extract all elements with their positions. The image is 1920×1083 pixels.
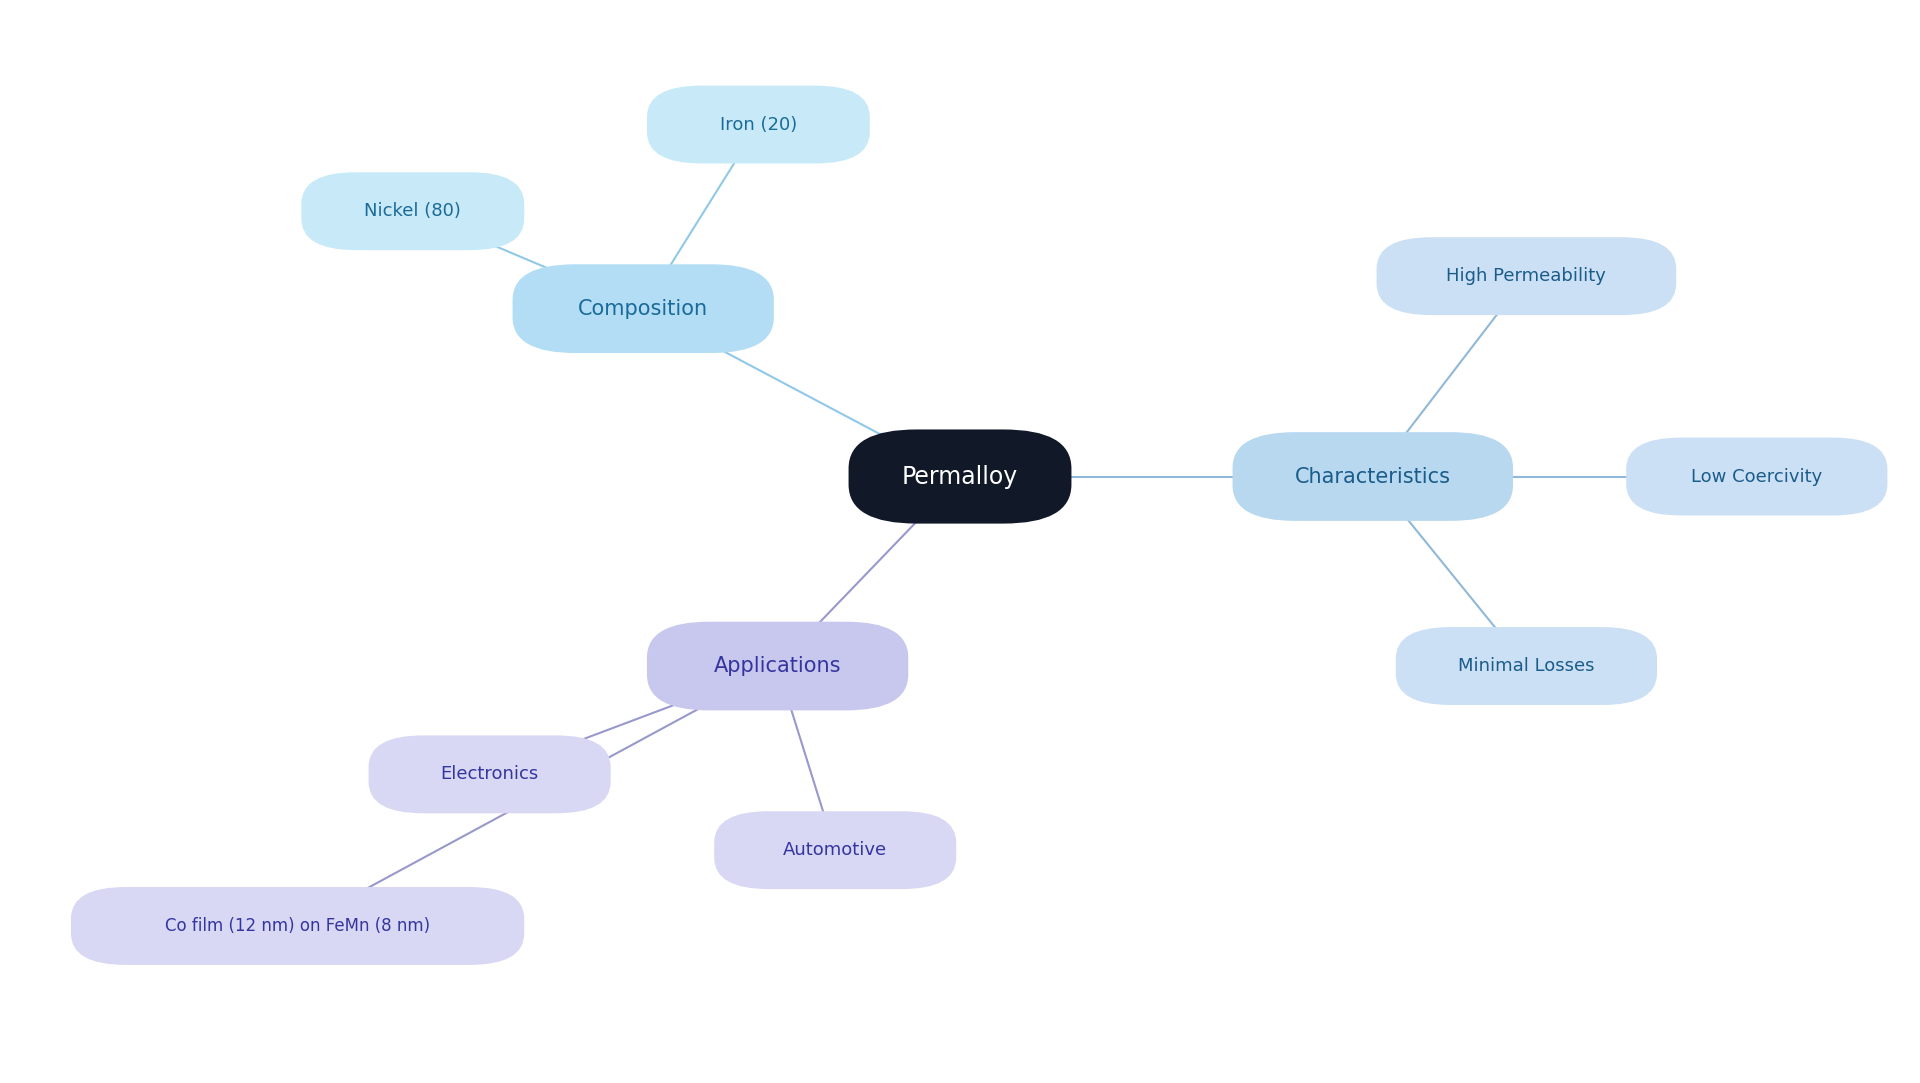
- Text: Low Coercivity: Low Coercivity: [1692, 468, 1822, 485]
- FancyBboxPatch shape: [1379, 238, 1674, 314]
- FancyBboxPatch shape: [301, 173, 522, 249]
- FancyBboxPatch shape: [515, 265, 772, 352]
- FancyBboxPatch shape: [649, 623, 908, 709]
- Text: Minimal Losses: Minimal Losses: [1457, 657, 1596, 675]
- FancyBboxPatch shape: [714, 812, 956, 888]
- Text: Co film (12 nm) on FeMn (8 nm): Co film (12 nm) on FeMn (8 nm): [165, 917, 430, 935]
- Text: Iron (20): Iron (20): [720, 116, 797, 133]
- FancyBboxPatch shape: [1628, 439, 1885, 514]
- FancyBboxPatch shape: [369, 736, 611, 812]
- Text: High Permeability: High Permeability: [1446, 268, 1607, 285]
- FancyBboxPatch shape: [1233, 433, 1513, 520]
- FancyBboxPatch shape: [1398, 628, 1655, 704]
- Text: Automotive: Automotive: [783, 841, 887, 859]
- FancyBboxPatch shape: [73, 888, 522, 964]
- Text: Electronics: Electronics: [440, 766, 540, 783]
- Text: Characteristics: Characteristics: [1294, 467, 1452, 486]
- FancyBboxPatch shape: [649, 87, 868, 162]
- Text: Nickel (80): Nickel (80): [365, 203, 461, 220]
- Text: Permalloy: Permalloy: [902, 465, 1018, 488]
- FancyBboxPatch shape: [849, 431, 1071, 523]
- Text: Composition: Composition: [578, 299, 708, 318]
- Text: Applications: Applications: [714, 656, 841, 676]
